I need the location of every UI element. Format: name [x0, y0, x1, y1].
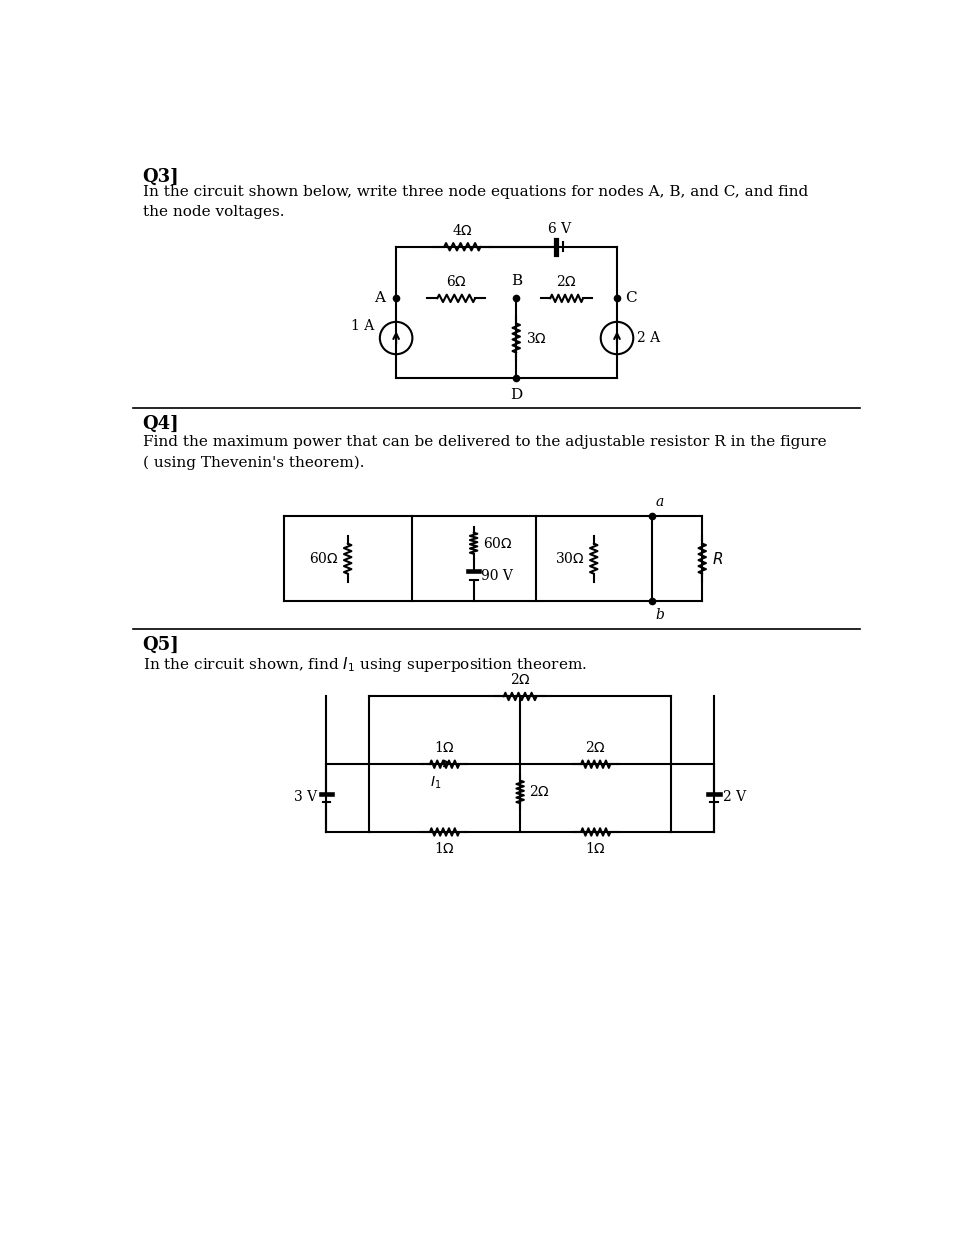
Text: 2 A: 2 A	[637, 331, 660, 344]
Text: Q4]: Q4]	[142, 414, 179, 433]
Text: 2$\Omega$: 2$\Omega$	[509, 673, 530, 688]
Text: Find the maximum power that can be delivered to the adjustable resistor R in the: Find the maximum power that can be deliv…	[142, 436, 827, 469]
Text: B: B	[511, 273, 522, 287]
Text: 3$\Omega$: 3$\Omega$	[526, 331, 547, 346]
Text: 60$\Omega$: 60$\Omega$	[309, 552, 339, 567]
Text: 6 V: 6 V	[548, 222, 571, 236]
Text: 2$\Omega$: 2$\Omega$	[557, 275, 577, 290]
Text: b: b	[655, 608, 665, 622]
Text: $R$: $R$	[711, 550, 723, 567]
Text: 1$\Omega$: 1$\Omega$	[434, 841, 455, 856]
Text: 2 V: 2 V	[723, 790, 746, 804]
Text: 4$\Omega$: 4$\Omega$	[452, 222, 472, 237]
Text: a: a	[655, 495, 664, 509]
Text: 60$\Omega$: 60$\Omega$	[483, 535, 513, 550]
Text: 6$\Omega$: 6$\Omega$	[445, 275, 467, 290]
Text: 1$\Omega$: 1$\Omega$	[586, 841, 606, 856]
Text: Q3]: Q3]	[142, 167, 179, 186]
Text: D: D	[510, 388, 523, 402]
Text: In the circuit shown below, write three node equations for nodes A, B, and C, an: In the circuit shown below, write three …	[142, 185, 808, 218]
Text: A: A	[375, 291, 385, 306]
Text: $I_1$: $I_1$	[430, 775, 441, 791]
Text: 2$\Omega$: 2$\Omega$	[529, 785, 551, 800]
Text: 2$\Omega$: 2$\Omega$	[586, 740, 606, 755]
Text: 1 A: 1 A	[351, 319, 375, 333]
Text: Q5]: Q5]	[142, 635, 179, 654]
Text: 3 V: 3 V	[294, 790, 318, 804]
Text: 90 V: 90 V	[481, 569, 513, 583]
Text: In the circuit shown, find $I_1$ using superposition theorem.: In the circuit shown, find $I_1$ using s…	[142, 655, 587, 674]
Text: C: C	[624, 291, 636, 306]
Text: 1$\Omega$: 1$\Omega$	[434, 740, 455, 755]
Text: 30$\Omega$: 30$\Omega$	[555, 552, 585, 567]
